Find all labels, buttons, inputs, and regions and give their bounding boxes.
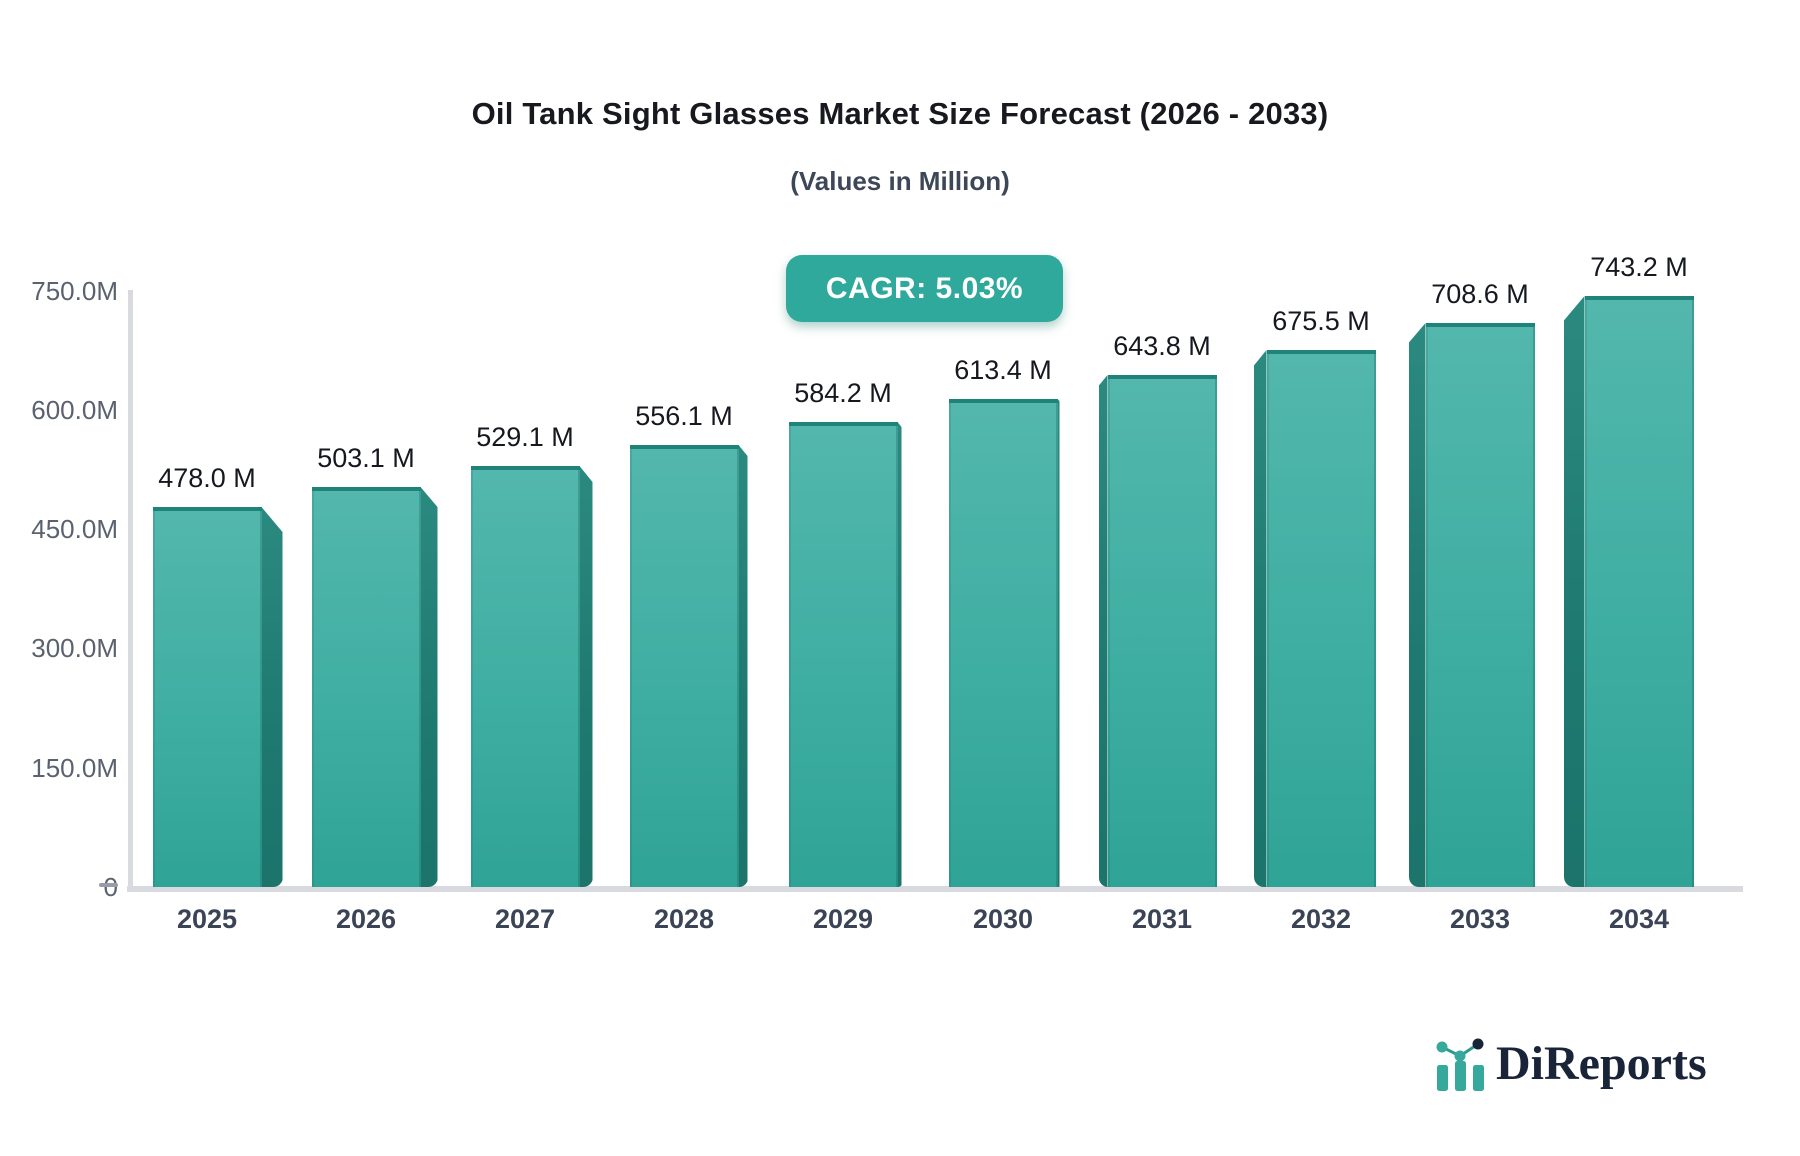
bar-3d-side <box>420 487 438 887</box>
x-tick-label: 2027 <box>494 904 556 934</box>
bar-face <box>1266 350 1376 887</box>
x-tick-label: 2033 <box>1449 904 1511 934</box>
bar-3d-side <box>738 445 748 887</box>
bar-3d-side <box>897 422 902 887</box>
bar-2029 <box>788 422 902 887</box>
bar-3d-side <box>1408 323 1426 887</box>
bar-value-label: 584.2 M <box>794 378 892 408</box>
bar-2033 <box>1408 323 1535 887</box>
cagr-badge-label: CAGR: 5.03% <box>825 271 1024 305</box>
bar-2031 <box>1098 375 1217 887</box>
bar-value-label: 675.5 M <box>1272 306 1370 336</box>
chart-subtitle: (Values in Million) <box>790 166 1010 196</box>
x-tick-label: 2034 <box>1608 904 1670 934</box>
x-tick-label: 2026 <box>335 904 397 934</box>
brand-name: DiReports <box>1496 1037 1707 1090</box>
bar-2032 <box>1253 350 1376 887</box>
bar-value-label: 503.1 M <box>317 443 415 473</box>
bar-face <box>1107 375 1217 887</box>
bar-3d-side <box>1098 375 1108 887</box>
x-tick-label: 2025 <box>176 904 238 934</box>
bar-value-label: 478.0 M <box>158 463 256 493</box>
bar-face <box>311 487 421 887</box>
bar-face <box>629 445 739 887</box>
bar-face <box>470 466 580 887</box>
x-tick-label: 2029 <box>812 904 874 934</box>
y-axis-line <box>128 290 133 886</box>
bar-value-label: 708.6 M <box>1431 279 1529 309</box>
bar-2025 <box>152 507 283 887</box>
y-tick-label: 600.0M <box>31 394 118 425</box>
bar-3d-side <box>1057 399 1060 887</box>
x-axis-line <box>127 886 1743 892</box>
x-tick-label: 2030 <box>972 904 1034 934</box>
bar-value-label: 743.2 M <box>1590 252 1688 282</box>
bar-2028 <box>629 445 748 887</box>
y-tick-label: 450.0M <box>31 514 118 545</box>
bar-value-label: 613.4 M <box>954 355 1052 385</box>
bar-face <box>948 399 1058 887</box>
bar-2034 <box>1563 296 1694 887</box>
bar-2030 <box>948 399 1060 887</box>
brand-logo: DiReports <box>1432 1034 1707 1094</box>
bar-face <box>788 422 898 887</box>
bar-3d-side <box>1563 296 1585 887</box>
cagr-badge: CAGR: 5.03% <box>786 255 1063 322</box>
y-tick-label: 750.0M <box>31 275 118 306</box>
y-tick-label: 150.0M <box>31 752 118 783</box>
bar-2026 <box>311 487 438 887</box>
bar-face <box>152 507 262 887</box>
bar-value-label: 556.1 M <box>635 401 733 431</box>
bar-3d-side <box>261 507 283 887</box>
bar-face <box>1425 323 1535 887</box>
zero-tick-mark <box>99 883 118 887</box>
bar-value-label: 529.1 M <box>476 422 574 452</box>
chart-title: Oil Tank Sight Glasses Market Size Forec… <box>471 96 1329 131</box>
bar-value-label: 643.8 M <box>1113 331 1211 361</box>
mini-bar-line-chart-icon <box>1436 1038 1484 1091</box>
bar-3d-side <box>1253 350 1267 887</box>
bar-3d-side <box>579 466 593 887</box>
y-tick-label: 0 <box>103 872 118 902</box>
bar-face <box>1584 296 1694 887</box>
x-tick-label: 2028 <box>653 904 715 934</box>
bar-2027 <box>470 466 593 887</box>
y-tick-label: 300.0M <box>31 633 118 664</box>
x-tick-label: 2031 <box>1131 904 1193 934</box>
x-tick-label: 2032 <box>1290 904 1352 934</box>
